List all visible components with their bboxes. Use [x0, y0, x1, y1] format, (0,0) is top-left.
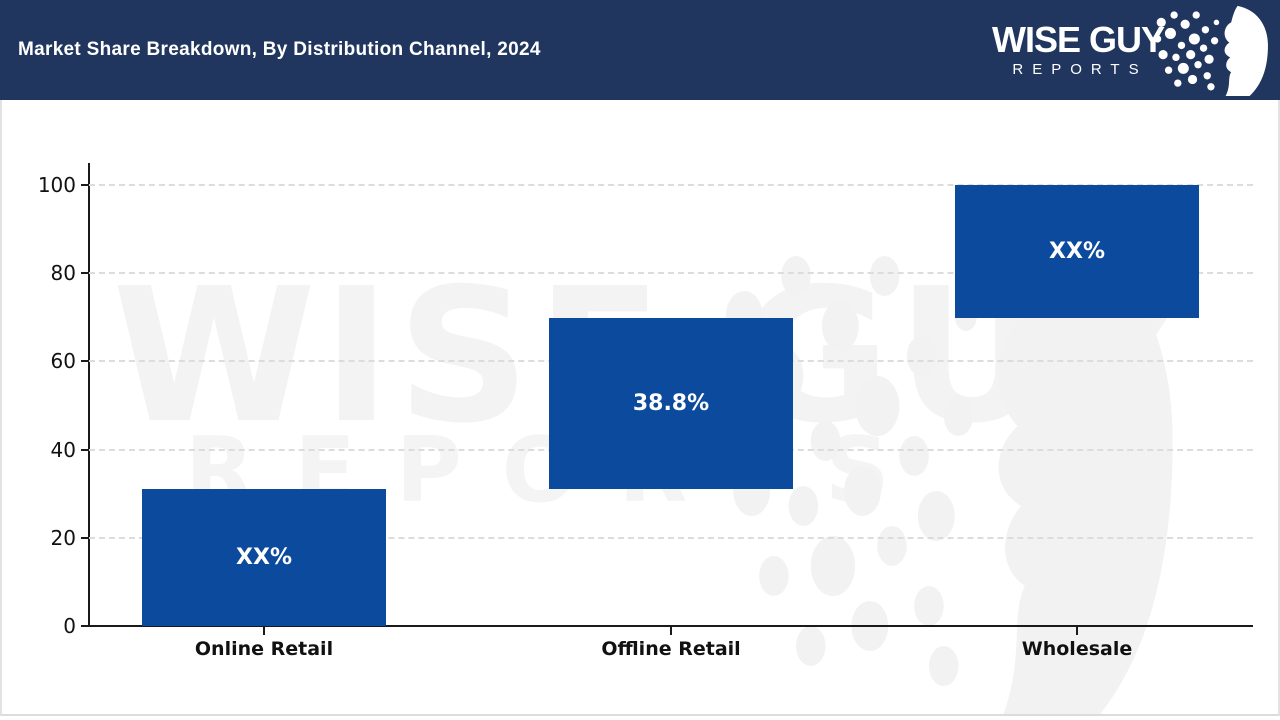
y-tick-label-60: 60: [50, 349, 76, 374]
y-tick-label-20: 20: [50, 525, 76, 550]
bar-offline-retail: 38.8%: [549, 318, 793, 490]
bar-value-label: 38.8%: [632, 391, 710, 417]
wise-guy-reports-logo: WISE GUY REPORTS: [992, 0, 1270, 100]
y-tick-label-100: 100: [37, 173, 76, 197]
gridline-20: [89, 536, 1253, 539]
y-tick-40: [81, 448, 89, 451]
y-tick-label-40: 40: [50, 437, 76, 462]
y-tick-0: [81, 625, 89, 627]
x-tick-0: [263, 627, 265, 635]
x-tick-1: [670, 627, 672, 635]
category-label-0: Online Retail: [194, 638, 334, 660]
y-tick-80: [81, 272, 89, 275]
gridline-100: [89, 184, 1253, 186]
x-tick-2: [1076, 627, 1078, 635]
x-axis-line: [87, 625, 1253, 627]
y-tick-label-80: 80: [50, 261, 76, 286]
logo-text: WISE GUY REPORTS: [991, 18, 1165, 78]
header-bar: Market Share Breakdown, By Distribution …: [0, 0, 1280, 100]
y-tick-20: [81, 536, 89, 539]
logo-wordmark: WISE GUY: [991, 18, 1165, 60]
bar-value-label: XX%: [236, 545, 292, 571]
category-label-1: Offline Retail: [601, 638, 741, 660]
page-title: Market Share Breakdown, By Distribution …: [18, 39, 541, 60]
bar-wholesale: XX%: [955, 185, 1199, 319]
category-label-2: Wholesale: [1021, 638, 1133, 660]
y-axis-line: [88, 163, 90, 627]
y-tick-60: [81, 360, 89, 363]
y-tick-100: [81, 184, 89, 186]
gridline-80: [89, 272, 1253, 275]
y-tick-label-0: 0: [63, 614, 76, 638]
bar-online-retail: XX%: [142, 489, 386, 626]
logo-subtitle: REPORTS: [1012, 60, 1148, 78]
bar-value-label: XX%: [1049, 239, 1105, 265]
